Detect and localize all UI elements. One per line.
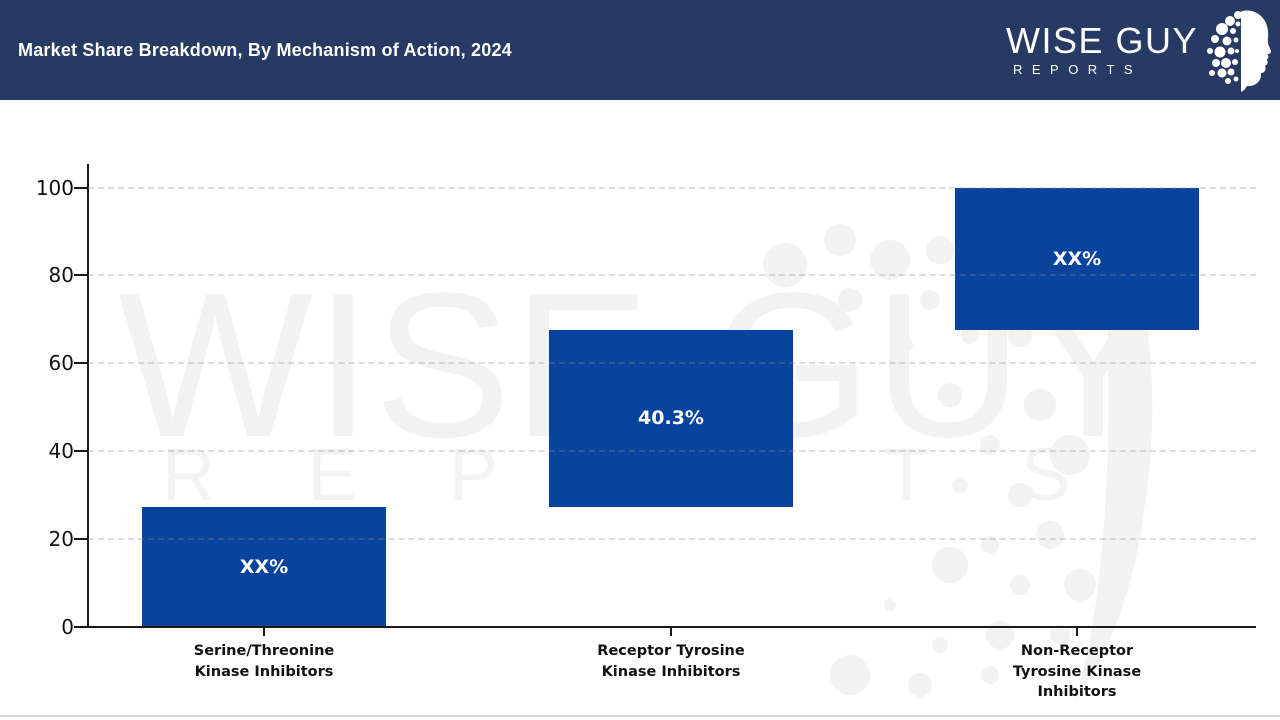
category-label: Receptor Tyrosine Kinase Inhibitors	[597, 643, 745, 680]
gridline-40	[88, 450, 1256, 453]
y-axis-label: 80	[48, 263, 74, 288]
gridline-20	[88, 538, 1256, 541]
y-tick-mark	[74, 274, 88, 277]
category-label: Serine/Threonine Kinase Inhibitors	[193, 643, 335, 680]
y-axis-line	[87, 164, 89, 628]
y-tick-mark	[74, 186, 88, 189]
chart-title: Market Share Breakdown, By Mechanism of …	[18, 39, 512, 60]
gridline-60	[88, 362, 1256, 365]
header-bar: Market Share Breakdown, By Mechanism of …	[0, 0, 1280, 100]
logo-wordmark: WISE GUY REPORTS	[1005, 20, 1198, 78]
x-tick-mark	[670, 627, 672, 636]
wise-guy-logo: WISE GUY REPORTS	[1006, 6, 1274, 94]
y-tick-mark	[74, 538, 88, 541]
bar-value-label: XX%	[239, 556, 289, 578]
logo-title: WISE GUY	[1005, 20, 1198, 61]
logo-subtitle: REPORTS	[1012, 62, 1143, 77]
footer-divider	[0, 715, 1280, 717]
y-axis-label: 0	[61, 615, 74, 639]
bar-segment: 40.3%	[549, 329, 793, 507]
y-axis-label: 100	[35, 175, 74, 200]
y-axis-label: 40	[48, 439, 74, 464]
category-label: Non-Receptor Tyrosine Kinase Inhibitors	[1012, 643, 1142, 700]
logo-head-icon	[1207, 10, 1272, 92]
bar-segment: XX%	[142, 507, 386, 627]
x-tick-mark	[263, 627, 265, 636]
x-tick-mark	[1076, 627, 1078, 636]
bar-segment: XX%	[955, 187, 1199, 330]
y-axis-label: 20	[48, 527, 74, 552]
y-tick-mark	[74, 626, 88, 628]
y-tick-mark	[74, 450, 88, 453]
y-axis-label: 60	[48, 351, 74, 376]
bar-value-label: XX%	[1052, 247, 1102, 270]
gridline-80	[88, 274, 1256, 277]
y-tick-mark	[74, 362, 88, 365]
gridline-100	[88, 186, 1256, 189]
bar-value-label: 40.3%	[638, 407, 704, 430]
